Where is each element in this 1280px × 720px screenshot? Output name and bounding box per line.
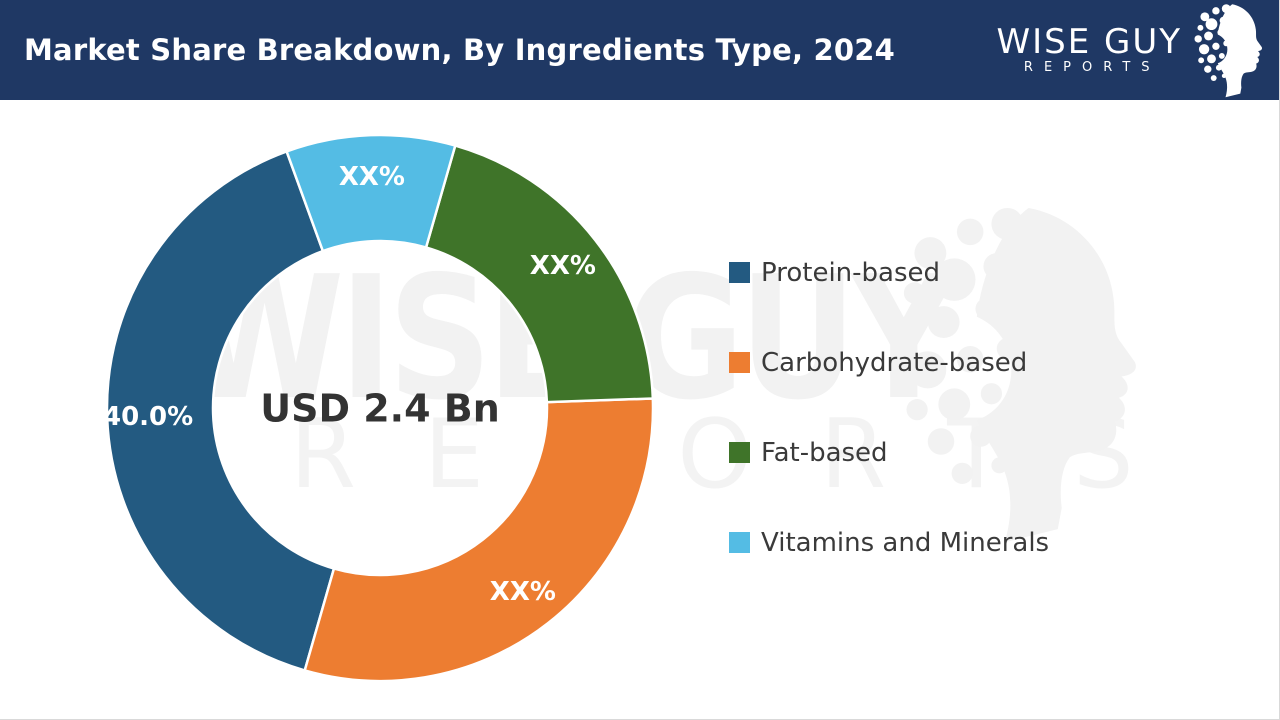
segment-value-label: XX%: [490, 577, 556, 607]
brand-subtitle: REPORTS: [1023, 60, 1161, 76]
legend-swatch-icon: [729, 262, 750, 283]
donut-center-label: USD 2.4 Bn: [260, 386, 500, 430]
legend-swatch-icon: [729, 442, 750, 463]
legend-swatch-icon: [729, 352, 750, 373]
brand-logo-text: WISE GUY REPORTS: [996, 21, 1182, 76]
donut-segment-protein-based: [105, 150, 336, 672]
legend-label: Fat-based: [761, 437, 888, 468]
segment-value-label: 40.0%: [103, 402, 193, 432]
legend-item-carbohydrate-based: Carbohydrate-based: [729, 347, 1049, 378]
legend-item-fat-based: Fat-based: [729, 437, 1049, 468]
legend-label: Protein-based: [761, 257, 941, 288]
brand-logo: WISE GUY REPORTS: [996, 0, 1270, 100]
donut-chart: 40.0% XX% XX% XX% USD 2.4 Bn: [103, 133, 655, 683]
legend-swatch-icon: [729, 532, 750, 553]
chart-area: WISE GUY REPORTS 40.0%XX%XX%XX%USD 2.4 B…: [0, 100, 1280, 719]
legend-label: Vitamins and Minerals: [761, 527, 1050, 558]
chart-legend: Protein-based Carbohydrate-based Fat-based…: [729, 257, 1050, 622]
segment-value-label: XX%: [339, 162, 405, 192]
donut-segment-carbohydrate-based: [303, 397, 655, 683]
legend-label: Carbohydrate-based: [761, 347, 1028, 378]
brand-wordmark: WISE GUY: [996, 21, 1182, 62]
donut-segment-vitamins-and-minerals: [285, 133, 457, 253]
page-title: Market Share Breakdown, By Ingredients T…: [24, 33, 895, 67]
header-bar: Market Share Breakdown, By Ingredients T…: [0, 0, 1279, 100]
legend-item-vitamins-and-minerals: Vitamins and Minerals: [729, 527, 1050, 558]
donut-segment-fat-based: [424, 144, 655, 404]
segment-value-label: XX%: [530, 251, 596, 281]
dot-head-logo-icon: [1184, 2, 1270, 98]
legend-item-protein-based: Protein-based: [729, 257, 1049, 288]
